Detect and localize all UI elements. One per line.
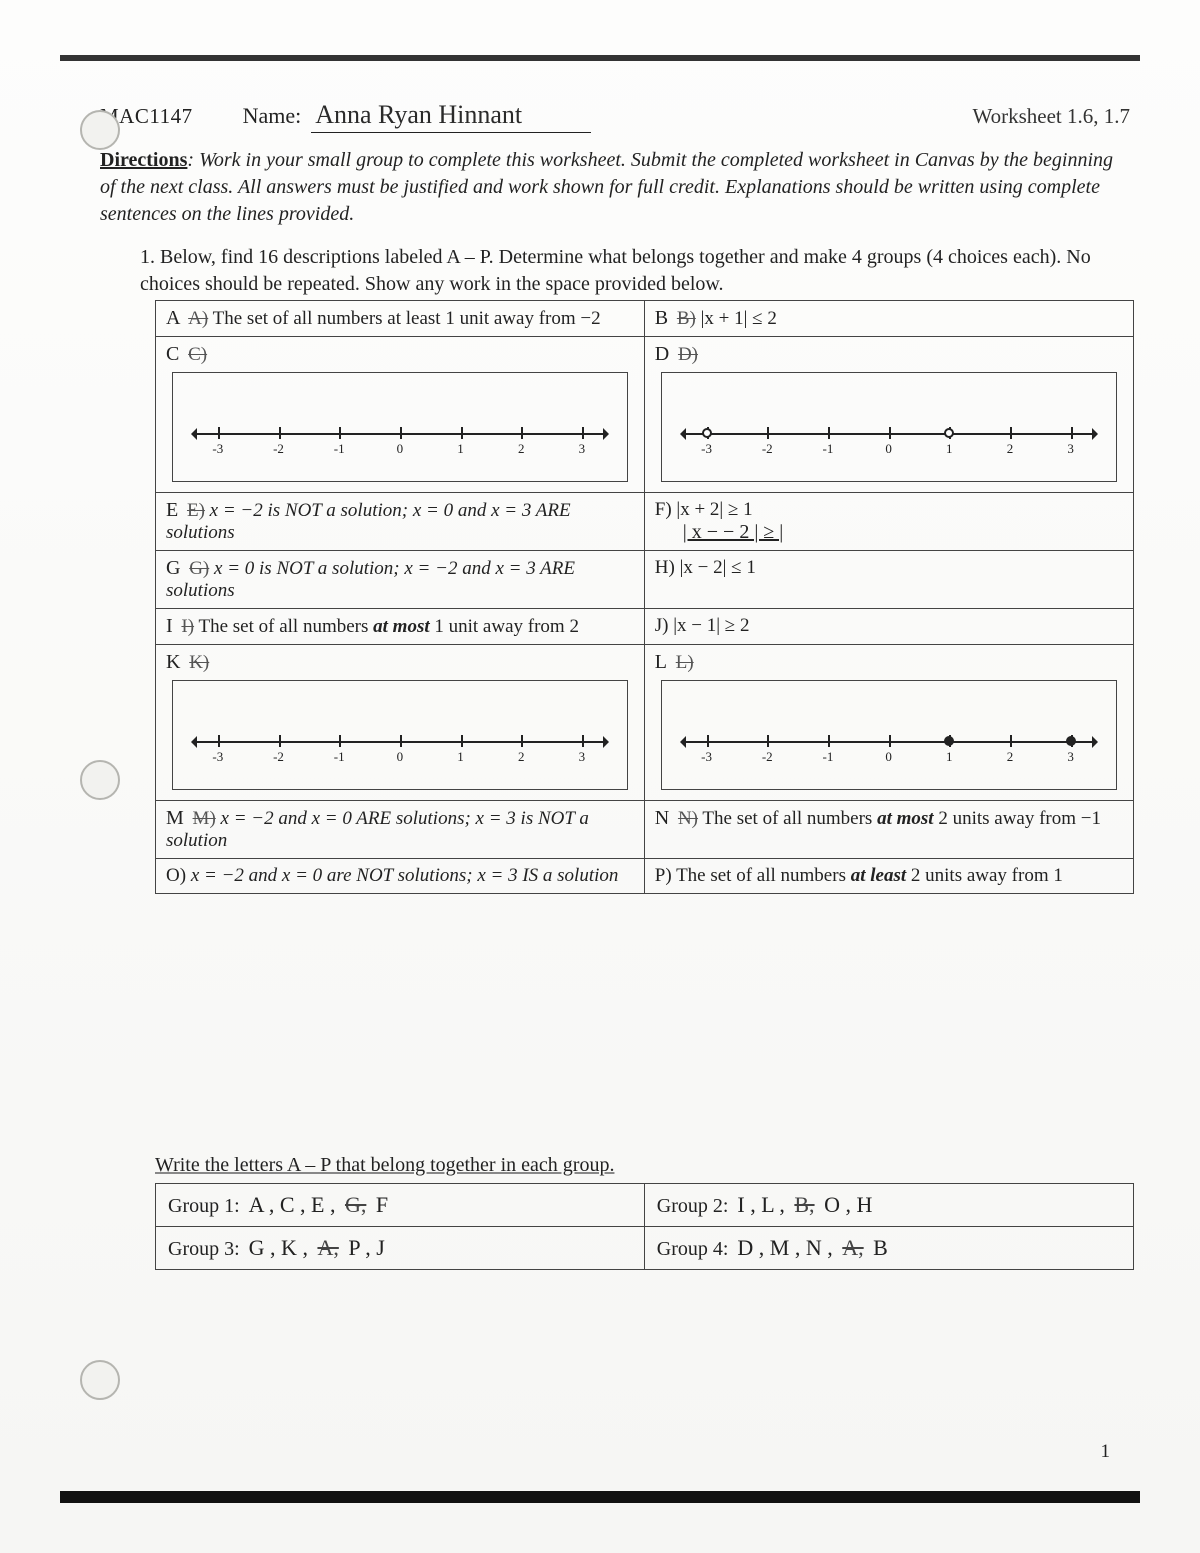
group-1: Group 1: A , C , E , G, F xyxy=(156,1184,645,1227)
group-1-label: Group 1: xyxy=(168,1195,240,1217)
cell-G: G G) x = 0 is NOT a solution; x = −2 and… xyxy=(156,551,645,609)
cell-B: B B) |x + 1| ≤ 2 xyxy=(644,301,1133,337)
label-C: C xyxy=(166,343,179,365)
cell-L: L L) -3-2-10123 xyxy=(644,645,1133,801)
group-3-value2: P , J xyxy=(343,1235,385,1260)
groups-prompt: Write the letters A – P that belong toge… xyxy=(155,1154,1130,1177)
label-O: O) xyxy=(166,865,186,886)
cell-A: A A) The set of all numbers at least 1 u… xyxy=(156,301,645,337)
q1-number: 1. xyxy=(140,246,155,268)
group-3-value: G , K , xyxy=(249,1235,314,1260)
numberline-K: -3-2-10123 xyxy=(193,711,607,771)
text-E: x = −2 is NOT a solution; x = 0 and x = … xyxy=(166,500,571,543)
question-1: 1. Below, find 16 descriptions labeled A… xyxy=(140,244,1130,298)
text-O: x = −2 and x = 0 are NOT solutions; x = … xyxy=(191,865,619,886)
group-2-label: Group 2: xyxy=(657,1195,729,1217)
strike-N: N) xyxy=(678,808,698,829)
cell-K: K K) -3-2-10123 xyxy=(156,645,645,801)
directions: Directions: Work in your small group to … xyxy=(100,147,1130,228)
group-4: Group 4: D , M , N , A, B xyxy=(644,1227,1133,1270)
group-3: Group 3: G , K , A, P , J xyxy=(156,1227,645,1270)
cell-E: E E) x = −2 is NOT a solution; x = 0 and… xyxy=(156,493,645,551)
numberline-D: -3-2-10123 xyxy=(682,403,1096,463)
strike-M: M) xyxy=(193,808,216,829)
student-name: Anna Ryan Hinnant xyxy=(311,100,591,133)
group-1-value2: F xyxy=(370,1192,388,1217)
name-label: Name: xyxy=(243,103,302,129)
label-A: A xyxy=(166,307,180,329)
descriptions-table: A A) The set of all numbers at least 1 u… xyxy=(155,300,1134,894)
cell-N: N N) The set of all numbers at most 2 un… xyxy=(644,801,1133,859)
numberline-box-K: -3-2-10123 xyxy=(172,680,628,790)
text-G: x = 0 is NOT a solution; x = −2 and x = … xyxy=(166,558,575,601)
cell-H: H) |x − 2| ≤ 1 xyxy=(644,551,1133,609)
label-B: B xyxy=(655,307,668,329)
group-2: Group 2: I , L , B, O , H xyxy=(644,1184,1133,1227)
text-M: x = −2 and x = 0 ARE solutions; x = 3 is… xyxy=(166,808,589,851)
text-J: |x − 1| ≥ 2 xyxy=(673,615,749,636)
cell-D: D D) -3-2-10123 xyxy=(644,337,1133,493)
header: MAC1147 Name: Anna Ryan Hinnant Workshee… xyxy=(100,100,1130,133)
group-1-value: A , C , E , xyxy=(249,1192,341,1217)
numberline-box-C: -3-2-10123 xyxy=(172,372,628,482)
numberline-L: -3-2-10123 xyxy=(682,711,1096,771)
text-A: The set of all numbers at least 1 unit a… xyxy=(213,308,601,329)
label-L: L xyxy=(655,651,667,673)
label-P: P) xyxy=(655,865,672,886)
strike-A: A) xyxy=(188,308,208,329)
group-4-scratch: A, xyxy=(842,1235,863,1260)
group-3-label: Group 3: xyxy=(168,1238,240,1260)
cell-C: C C) -3-2-10123 xyxy=(156,337,645,493)
text-B: |x + 1| ≤ 2 xyxy=(701,308,777,329)
label-F: F) xyxy=(655,499,672,520)
text-H: |x − 2| ≤ 1 xyxy=(680,557,756,578)
cell-O: O) x = −2 and x = 0 are NOT solutions; x… xyxy=(156,859,645,894)
group-4-value2: B xyxy=(868,1235,888,1260)
binder-hole xyxy=(80,1360,120,1400)
worksheet-label: Worksheet 1.6, 1.7 xyxy=(972,104,1130,129)
label-E: E xyxy=(166,499,178,521)
strike-D: D) xyxy=(678,344,698,365)
binder-hole xyxy=(80,110,120,150)
group-4-value: D , M , N , xyxy=(737,1235,838,1260)
strike-L: L) xyxy=(676,652,694,673)
strike-B: B) xyxy=(677,308,696,329)
group-4-label: Group 4: xyxy=(657,1238,729,1260)
label-N: N xyxy=(655,807,669,829)
group-3-scratch: A, xyxy=(317,1235,338,1260)
cell-M: M M) x = −2 and x = 0 ARE solutions; x =… xyxy=(156,801,645,859)
groups-table: Group 1: A , C , E , G, F Group 2: I , L… xyxy=(155,1183,1134,1270)
label-G: G xyxy=(166,557,180,579)
group-2-value: I , L , xyxy=(737,1192,790,1217)
strike-G: G) xyxy=(189,558,209,579)
directions-head: Directions xyxy=(100,149,187,171)
label-K: K xyxy=(166,651,180,673)
group-2-scratch: B, xyxy=(794,1192,814,1217)
label-H: H) xyxy=(655,557,675,578)
worksheet-page: MAC1147 Name: Anna Ryan Hinnant Workshee… xyxy=(0,0,1200,1553)
strike-I: I) xyxy=(181,616,194,637)
label-D: D xyxy=(655,343,669,365)
strike-K: K) xyxy=(189,652,209,673)
page-number: 1 xyxy=(1101,1441,1111,1463)
label-I: I xyxy=(166,615,173,637)
label-J: J) xyxy=(655,615,669,636)
numberline-box-D: -3-2-10123 xyxy=(661,372,1117,482)
strike-C: C) xyxy=(188,344,207,365)
cell-F: F) |x + 2| ≥ 1 | x − − 2 | ≥ | xyxy=(644,493,1133,551)
cell-J: J) |x − 1| ≥ 2 xyxy=(644,609,1133,645)
text-F: |x + 2| ≥ 1 xyxy=(676,499,752,520)
cell-I: I I) The set of all numbers at most 1 un… xyxy=(156,609,645,645)
group-1-scratch: G, xyxy=(345,1192,366,1217)
strike-E: E) xyxy=(187,500,205,521)
cell-P: P) The set of all numbers at least 2 uni… xyxy=(644,859,1133,894)
label-M: M xyxy=(166,807,184,829)
directions-body: : Work in your small group to complete t… xyxy=(100,149,1113,225)
binder-hole xyxy=(80,760,120,800)
q1-text: Below, find 16 descriptions labeled A – … xyxy=(140,246,1091,295)
numberline-C: -3-2-10123 xyxy=(193,403,607,463)
group-2-value2: O , H xyxy=(819,1192,873,1217)
numberline-box-L: -3-2-10123 xyxy=(661,680,1117,790)
sub-F: | x − − 2 | ≥ | xyxy=(683,521,784,543)
